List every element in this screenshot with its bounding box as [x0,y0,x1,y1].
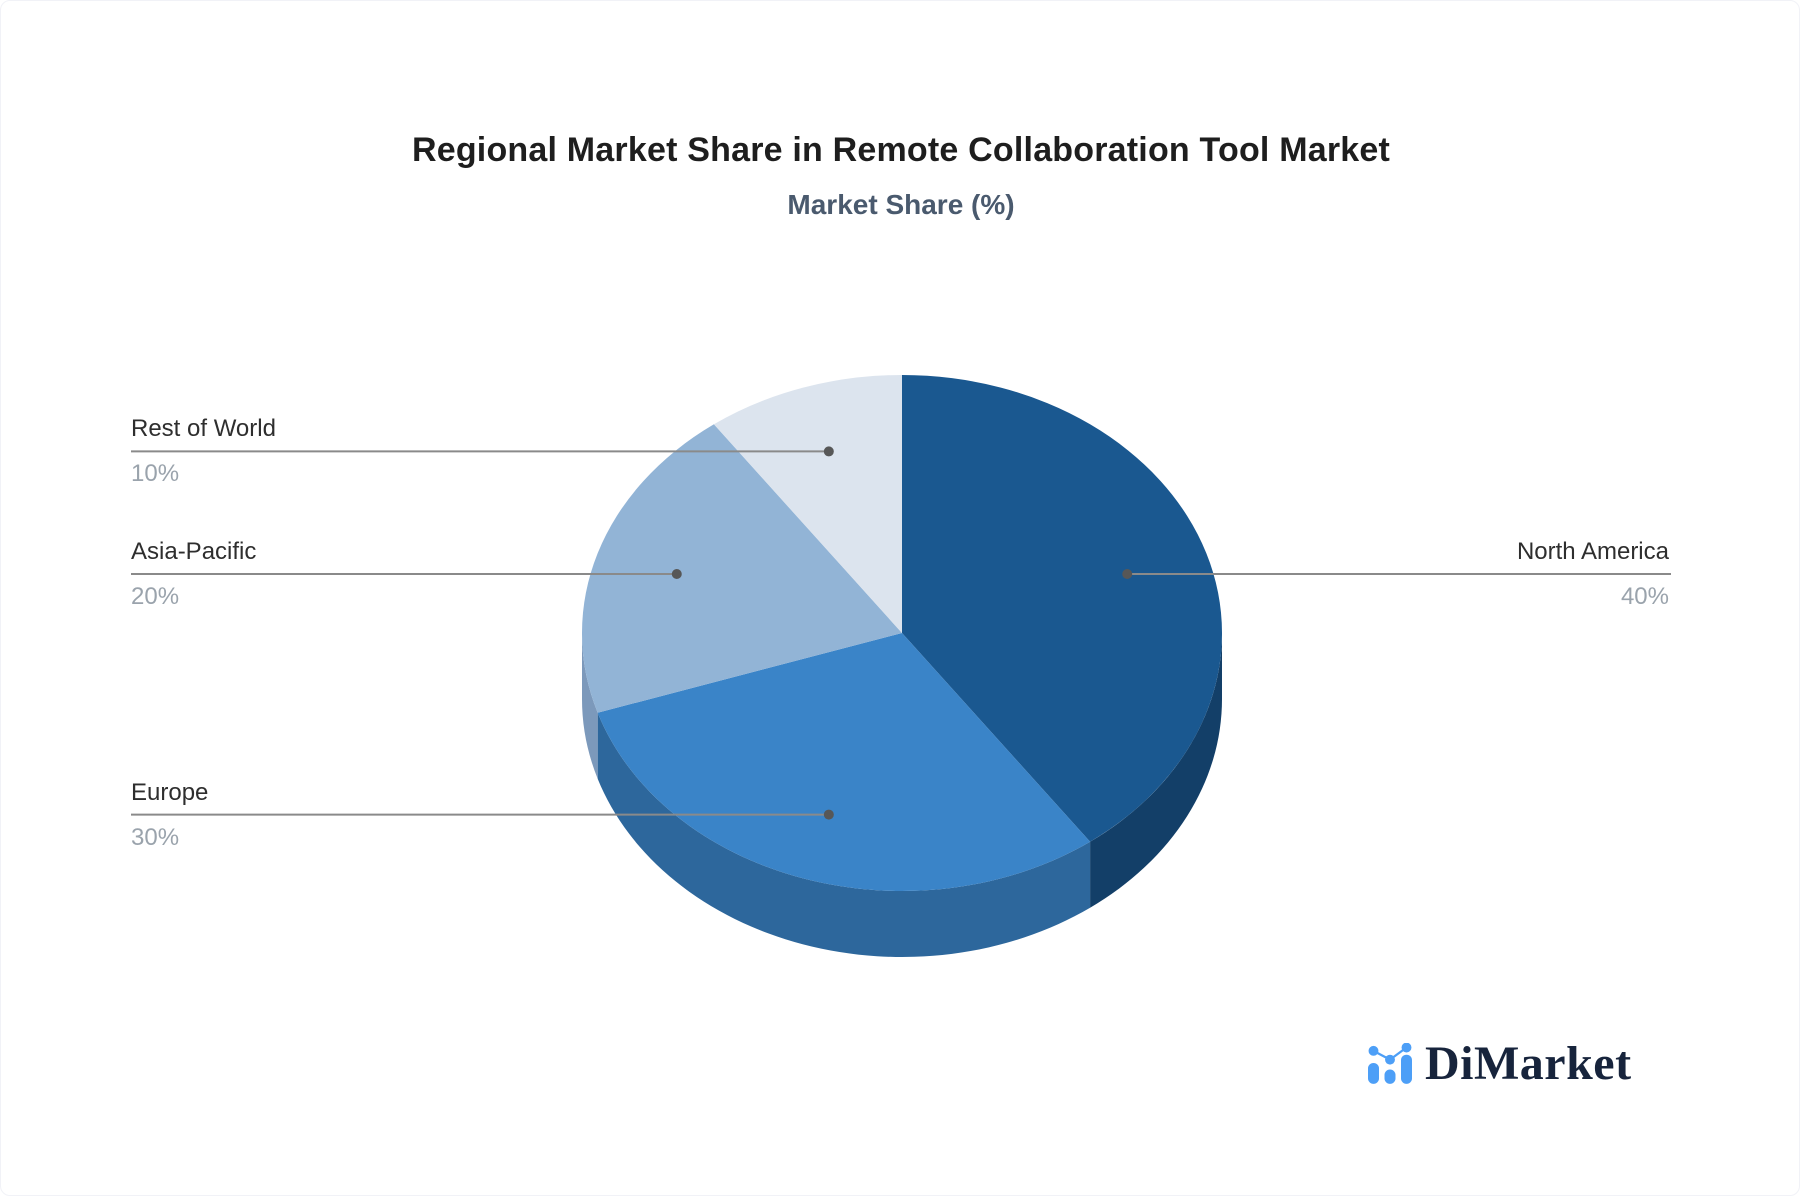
leader-dot-north-america [1122,569,1133,580]
slice-label-rest-of-world: Rest of World [131,415,276,443]
leader-dot-asia-pacific [671,569,682,580]
pie-slice-side-north-america [1090,633,1222,908]
pie-slice-rest-of-world[interactable] [713,375,902,633]
slice-label-europe: Europe [131,778,209,806]
pie-slice-north-america[interactable] [902,375,1222,842]
brand-logo: DiMarket [1368,1037,1632,1090]
pie-slice-side-europe [597,712,1091,957]
pie-slice-side-asia-pacific [582,633,598,779]
bar-chart-icon [1368,1043,1412,1084]
brand-name: DiMarket [1425,1037,1632,1090]
chart-subtitle: Market Share (%) [787,189,1015,220]
slice-value-europe: 30% [131,823,180,851]
leader-dot-europe [823,809,834,820]
slice-value-north-america: 40% [1620,583,1669,610]
slice-value-asia-pacific: 20% [131,583,180,610]
slice-value-rest-of-world: 10% [131,460,180,488]
pie-slice-europe[interactable] [597,633,1091,891]
slice-label-north-america: North America [1516,538,1669,565]
leader-dot-rest-of-world [823,446,834,457]
slice-label-asia-pacific: Asia-Pacific [131,538,257,565]
pie-slice-asia-pacific[interactable] [582,424,902,713]
chart-title: Regional Market Share in Remote Collabor… [411,131,1391,169]
